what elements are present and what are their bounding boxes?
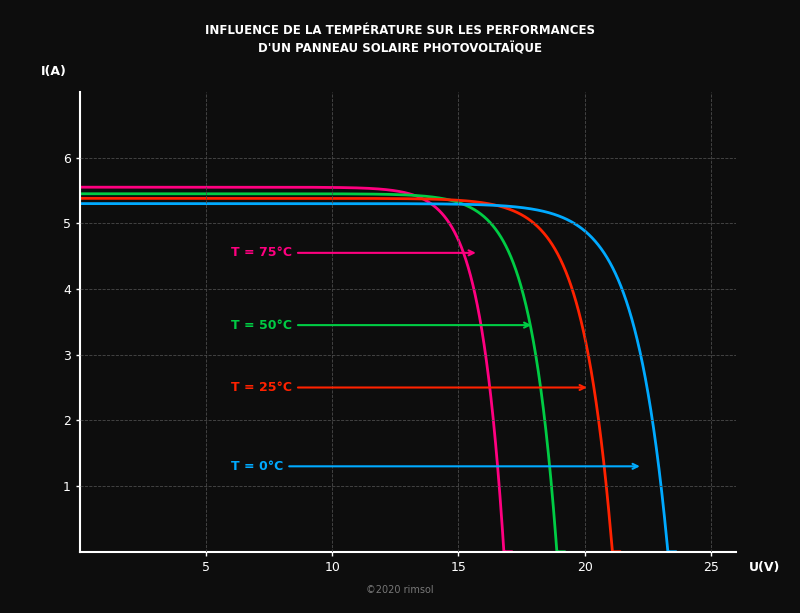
- Text: T = 0°C: T = 0°C: [231, 460, 638, 473]
- Text: T = 25°C: T = 25°C: [231, 381, 585, 394]
- Text: I(A): I(A): [41, 65, 67, 78]
- Text: ©2020 rimsol: ©2020 rimsol: [366, 585, 434, 595]
- Text: U(V): U(V): [749, 561, 781, 574]
- Text: T = 75°C: T = 75°C: [231, 246, 474, 259]
- Text: INFLUENCE DE LA TEMPÉRATURE SUR LES PERFORMANCES
D'UN PANNEAU SOLAIRE PHOTOVOLTA: INFLUENCE DE LA TEMPÉRATURE SUR LES PERF…: [205, 24, 595, 55]
- Text: T = 50°C: T = 50°C: [231, 319, 529, 332]
